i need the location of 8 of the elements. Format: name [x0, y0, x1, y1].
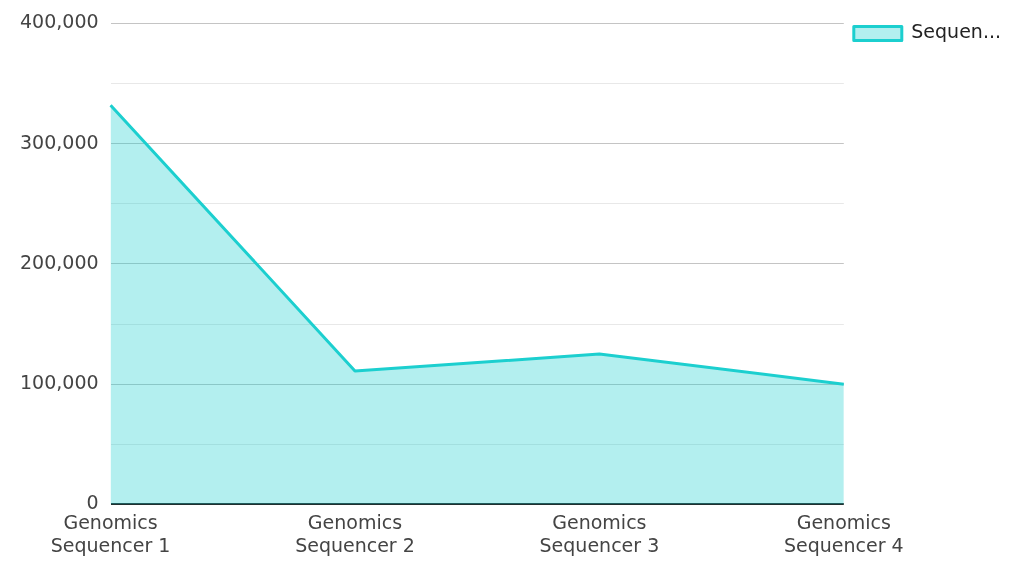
x-tick-label: Genomics Sequencer 4: [783, 510, 904, 556]
y-tick-label: 300,000: [19, 130, 99, 153]
legend-label: Sequen...: [911, 20, 1001, 43]
y-tick-label: 400,000: [19, 10, 99, 33]
y-tick-label: 200,000: [19, 250, 99, 273]
x-tick-label: Genomics Sequencer 3: [539, 510, 660, 556]
x-tick-label: Genomics Sequencer 2: [295, 510, 415, 556]
y-tick-label: 100,000: [19, 371, 99, 394]
